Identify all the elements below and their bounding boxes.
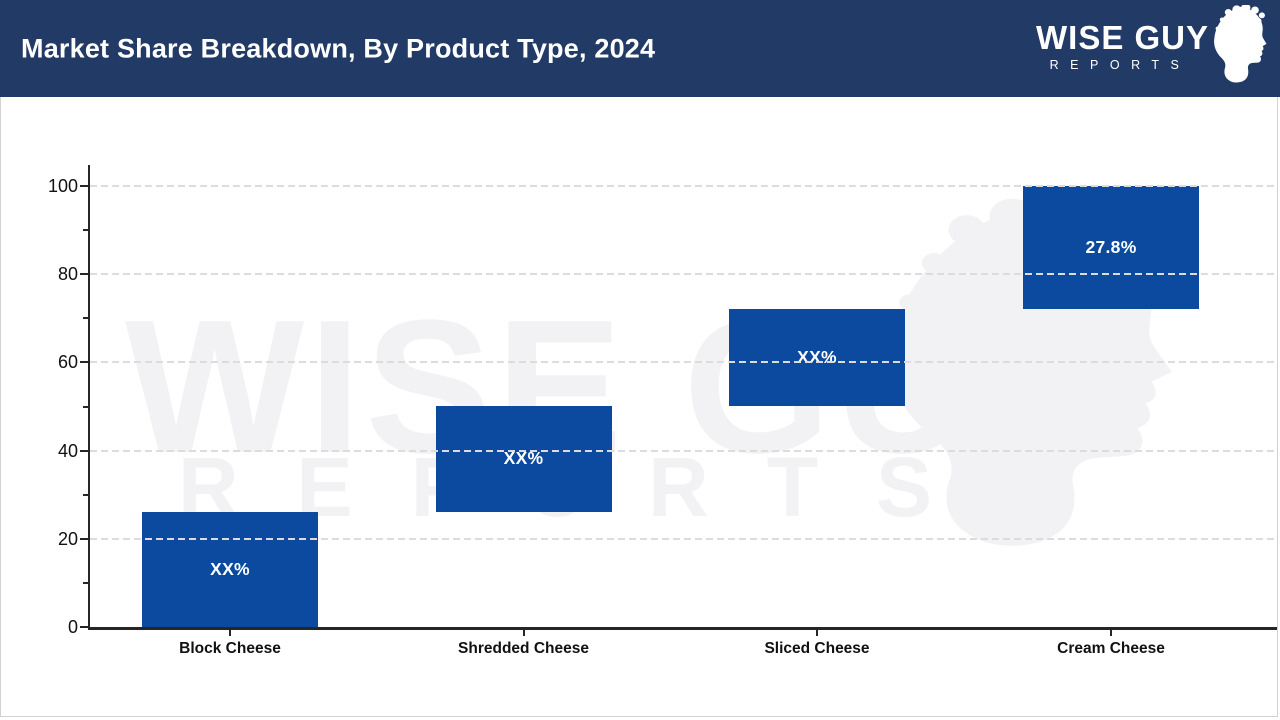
y-major-tick-60 [80, 361, 88, 364]
y-major-tick-20 [80, 537, 88, 540]
brand-wordmark: WISE GUY REPORTS [1036, 19, 1210, 72]
x-category-label: Shredded Cheese [458, 640, 589, 657]
y-minor-tick-30 [83, 493, 88, 496]
bar-value-label: XX% [503, 448, 544, 469]
x-tick-3 [816, 629, 818, 636]
brand-name: WISE GUY [1036, 19, 1210, 56]
y-minor-tick-50 [83, 405, 88, 408]
x-tick-1 [229, 629, 231, 636]
bar-sliced-cheese: XX% [729, 308, 905, 406]
y-tick-label-80: 80 [57, 264, 78, 285]
gridline-100 [90, 185, 1277, 187]
gridline-80 [90, 273, 1277, 276]
x-axis-spine [88, 627, 1277, 630]
bar-shredded-cheese: XX% [435, 405, 612, 513]
brand-head-dots-icon [1190, 3, 1268, 93]
bar-cream-cheese: 27.8% [1023, 186, 1199, 309]
bar-block-cheese: XX% [142, 512, 318, 627]
x-category-label: Block Cheese [179, 640, 281, 657]
brand-subtitle: REPORTS [1049, 58, 1191, 72]
x-tick-4 [1110, 629, 1112, 636]
y-axis-spine [88, 165, 90, 629]
gridline-40 [90, 449, 1277, 452]
y-tick-label-100: 100 [47, 176, 78, 196]
brand-logo: WISE GUY REPORTS [1018, 3, 1270, 95]
y-tick-label-20: 20 [57, 528, 78, 549]
gridline-60 [90, 361, 1277, 364]
bar-value-label: XX% [210, 559, 250, 580]
gridline-20 [90, 537, 1277, 540]
y-tick-label-60: 60 [57, 352, 78, 373]
chart-title: Market Share Breakdown, By Product Type,… [21, 33, 656, 63]
header-bar: Market Share Breakdown, By Product Type,… [0, 0, 1280, 97]
y-major-tick-40 [80, 449, 88, 452]
y-tick-label-0: 0 [67, 617, 78, 637]
y-major-tick-80 [80, 273, 88, 276]
x-category-label: Cream Cheese [1057, 640, 1165, 657]
y-major-tick-0 [80, 626, 88, 628]
bar-value-label: XX% [797, 346, 837, 367]
y-tick-label-40: 40 [57, 440, 78, 461]
y-minor-tick-10 [83, 581, 88, 584]
bar-value-label: 27.8% [1085, 236, 1137, 257]
y-major-tick-100 [80, 185, 88, 187]
y-minor-tick-70 [83, 317, 88, 320]
x-tick-2 [522, 629, 525, 636]
y-minor-tick-90 [83, 229, 88, 232]
x-category-label: Sliced Cheese [764, 640, 870, 657]
